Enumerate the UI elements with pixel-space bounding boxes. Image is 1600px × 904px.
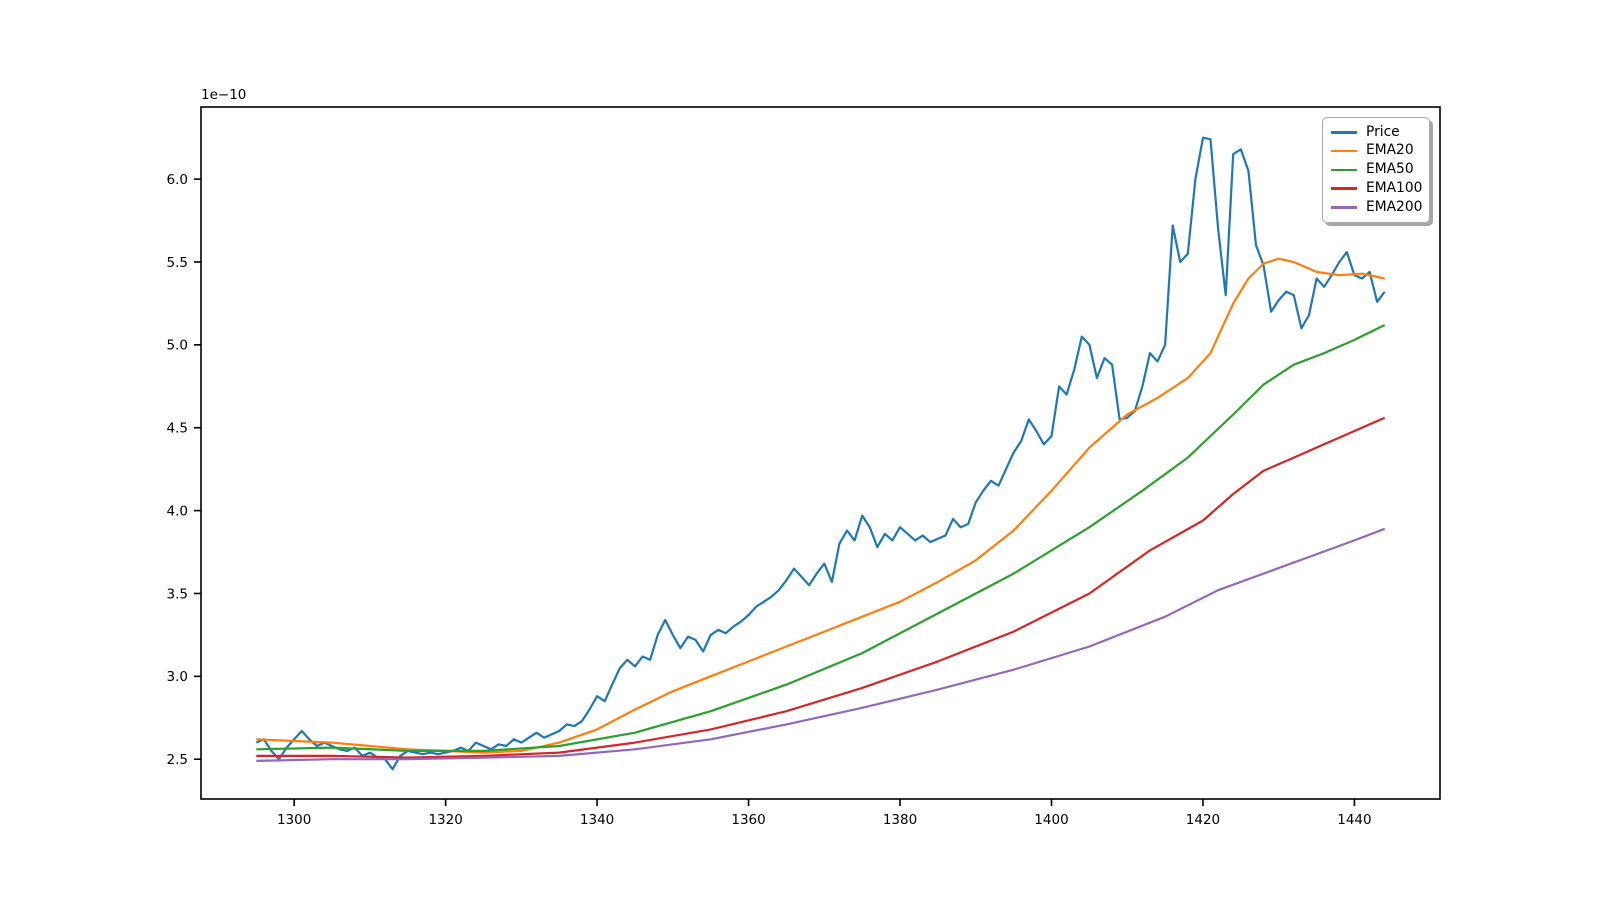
x-tick-label: 1400 (1034, 812, 1068, 828)
y-tick-label: 3.5 (167, 586, 188, 602)
y-tick-label: 4.5 (167, 421, 188, 437)
x-tick-label: 1320 (428, 812, 462, 828)
series-line-ema200 (256, 527, 1386, 762)
series-line-price (255, 136, 1386, 771)
x-tick-label: 1340 (580, 812, 614, 828)
legend-line-sample-ema20 (1331, 149, 1357, 153)
axes-group: 1300 1320 1340 1360 1380 1400 1420 1440 2.5 3.0 3.… (167, 106, 1441, 828)
series-line-ema50 (256, 324, 1386, 753)
legend-label-ema50: EMA50 (1366, 161, 1414, 178)
legend: Price EMA20 EMA50 EMA100 EMA200 (1322, 117, 1430, 223)
legend-line-sample-ema200 (1331, 206, 1357, 209)
x-tick-label: 1420 (1186, 812, 1220, 828)
legend-line-sample-ema100 (1331, 187, 1357, 191)
x-tick-label: 1300 (277, 812, 311, 828)
x-tick-label: 1380 (883, 812, 917, 828)
legend-label-price: Price (1366, 123, 1400, 140)
y-tick-label: 6.0 (167, 172, 188, 188)
legend-line-sample-price (1331, 131, 1357, 134)
series-line-ema20 (256, 257, 1385, 754)
legend-line-sample-ema50 (1331, 168, 1357, 172)
legend-item-ema100: EMA100 (1331, 179, 1423, 196)
x-tick-label: 1360 (731, 812, 765, 828)
series-line-ema100 (256, 416, 1386, 759)
legend-label-ema100: EMA100 (1366, 179, 1423, 196)
x-tick-label: 1440 (1337, 812, 1371, 828)
legend-item-ema20: EMA20 (1331, 142, 1421, 159)
legend-item-ema50: EMA50 (1331, 161, 1421, 178)
y-tick-label: 5.5 (167, 255, 188, 271)
legend-label-ema200: EMA200 (1366, 198, 1423, 215)
y-tick-label: 3.0 (167, 669, 188, 685)
y-axis-offset-label: 1e−10 (201, 87, 246, 103)
legend-label-ema20: EMA20 (1366, 142, 1414, 159)
plot-series-group (255, 136, 1386, 771)
y-tick-label: 5.0 (167, 338, 188, 354)
legend-item-price: Price (1331, 123, 1421, 140)
plot-spines (200, 106, 1441, 800)
y-tick-label: 2.5 (167, 752, 188, 768)
y-tick-label: 4.0 (167, 503, 188, 519)
legend-item-ema200: EMA200 (1331, 198, 1423, 215)
